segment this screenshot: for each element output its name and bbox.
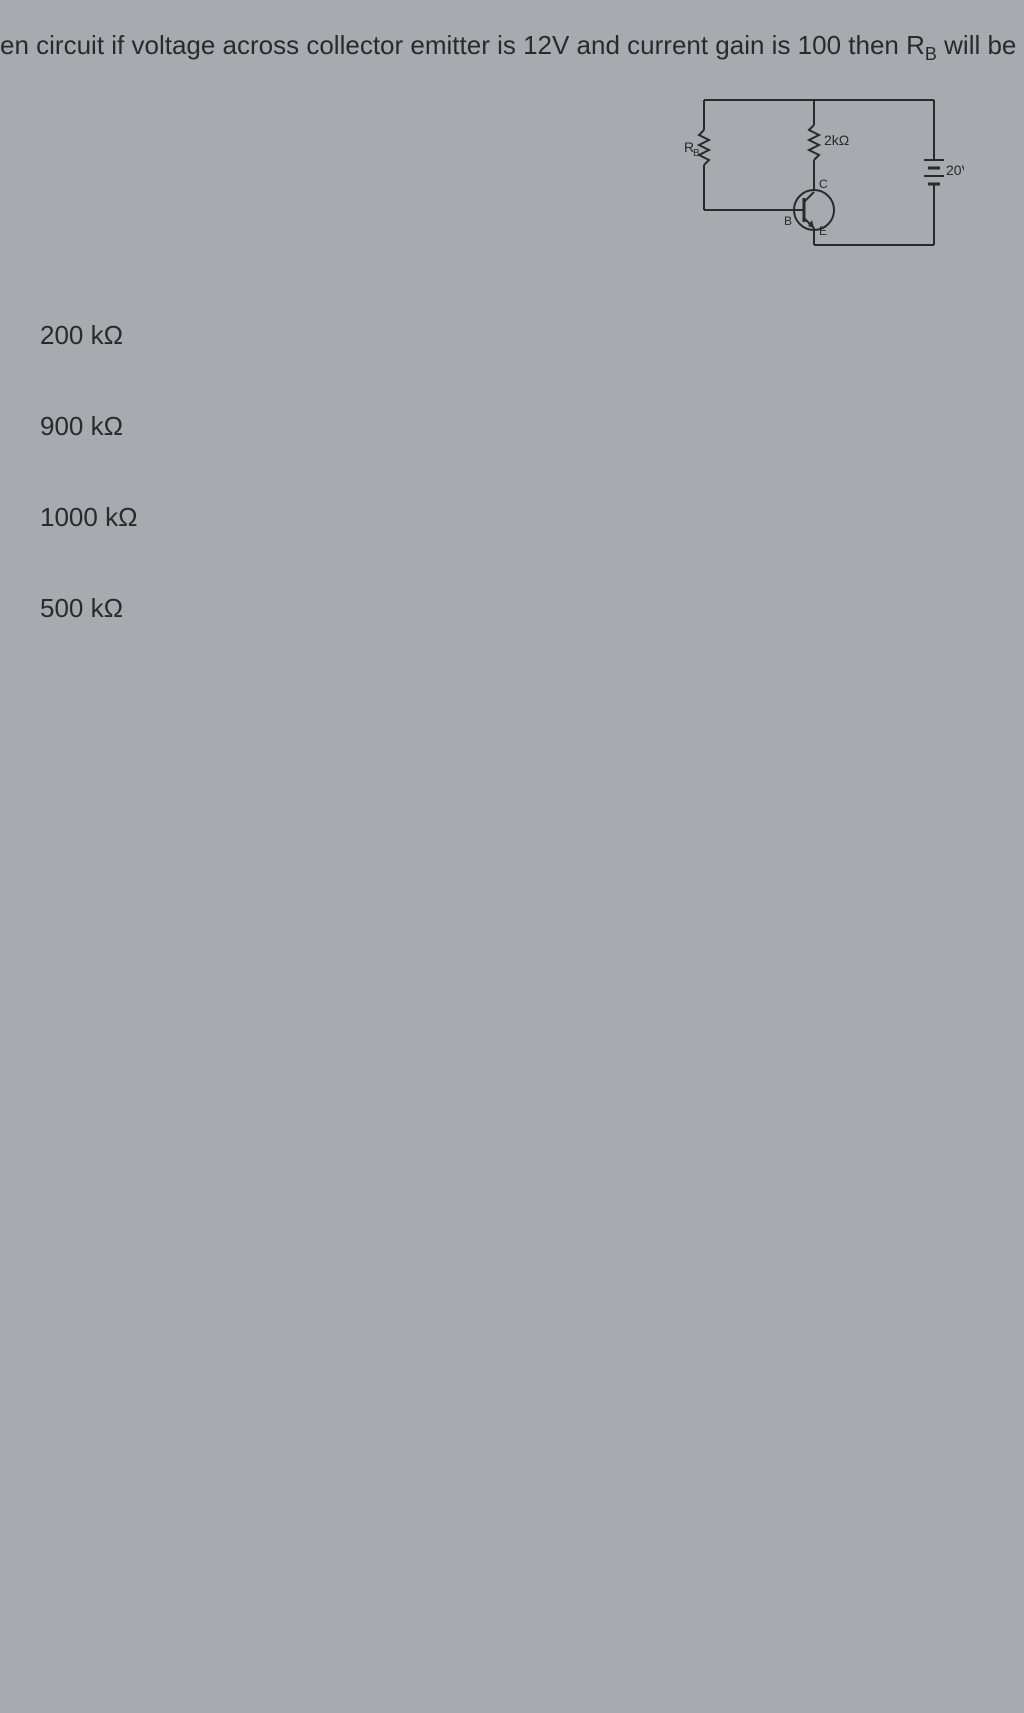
rb-sub-text: B bbox=[693, 148, 700, 159]
voltage-label-text: 20V bbox=[946, 162, 964, 178]
option-c[interactable]: 1000 kΩ bbox=[40, 502, 138, 533]
options-list: 200 kΩ 900 kΩ 1000 kΩ 500 kΩ bbox=[40, 320, 138, 684]
question-sub1: B bbox=[925, 44, 937, 64]
option-b[interactable]: 900 kΩ bbox=[40, 411, 138, 442]
option-a[interactable]: 200 kΩ bbox=[40, 320, 138, 351]
circuit-svg: R B 2kΩ C bbox=[684, 80, 964, 260]
question-text: en circuit if voltage across collector e… bbox=[0, 30, 1024, 65]
collector-label-text: C bbox=[819, 177, 828, 191]
option-c-value: 1000 kΩ bbox=[40, 502, 138, 532]
question-page: en circuit if voltage across collector e… bbox=[0, 0, 1024, 1713]
option-a-value: 200 kΩ bbox=[40, 320, 123, 350]
option-d-value: 500 kΩ bbox=[40, 593, 123, 623]
base-label-text: B bbox=[784, 214, 792, 228]
emitter-label-text: E bbox=[819, 224, 827, 238]
option-b-value: 900 kΩ bbox=[40, 411, 123, 441]
question-part2: will be (V bbox=[937, 30, 1024, 60]
rc-label-text: 2kΩ bbox=[824, 132, 849, 148]
question-part1: en circuit if voltage across collector e… bbox=[0, 30, 925, 60]
option-d[interactable]: 500 kΩ bbox=[40, 593, 138, 624]
circuit-diagram: R B 2kΩ C bbox=[684, 80, 964, 260]
